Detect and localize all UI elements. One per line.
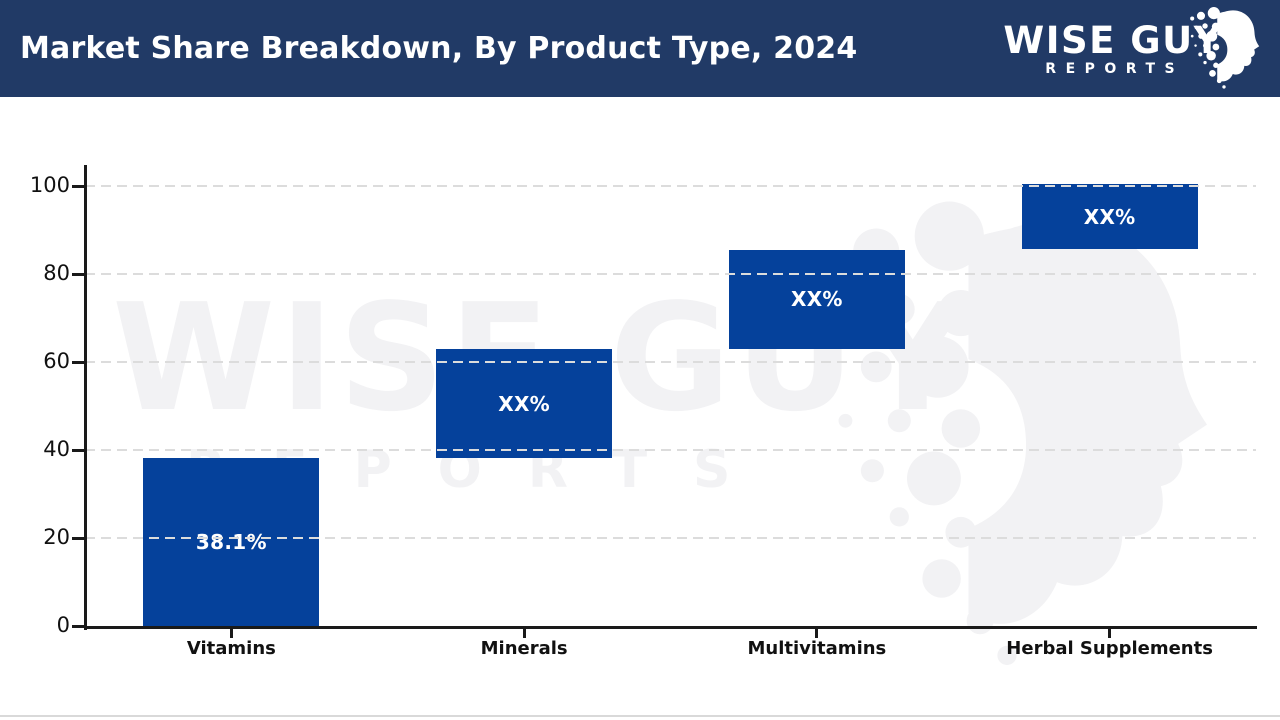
x-axis-line bbox=[84, 626, 1257, 629]
y-tick-60 bbox=[72, 360, 84, 364]
x-tick-vitamins bbox=[229, 629, 233, 638]
y-tick-label-20: 20 bbox=[43, 525, 70, 549]
y-tick-label-100: 100 bbox=[29, 173, 70, 197]
bar-value-label: 38.1% bbox=[195, 530, 267, 555]
y-tick-80 bbox=[72, 272, 84, 276]
x-axis-label-multivitamins: Multivitamins bbox=[747, 638, 887, 659]
gridline-20 bbox=[85, 537, 1256, 539]
gridline-80 bbox=[85, 273, 1256, 275]
header-bar: Market Share Breakdown, By Product Type,… bbox=[0, 0, 1280, 97]
x-axis-label-minerals: Minerals bbox=[480, 638, 568, 659]
chart-plot-area: 0 20 40 60 80 100 38.1% Vitamins XX% Minerals XX% M… bbox=[0, 97, 1280, 717]
brand-logo-text: WISE GUY REPORTS bbox=[1003, 22, 1222, 77]
y-tick-40 bbox=[72, 448, 84, 452]
bar-minerals: XX% bbox=[436, 348, 613, 459]
brand-name: WISE GUY bbox=[1003, 18, 1222, 62]
brand-subname: REPORTS bbox=[1045, 60, 1185, 77]
bar-value-label: XX% bbox=[1083, 204, 1136, 229]
x-axis-label-herbal-supplements: Herbal Supplements bbox=[1006, 638, 1213, 659]
x-tick-herbal-supplements bbox=[1108, 629, 1112, 638]
bar-value-label: XX% bbox=[790, 287, 843, 312]
x-axis-label-vitamins: Vitamins bbox=[186, 638, 276, 659]
brand-logo: WISE GUY REPORTS bbox=[1003, 4, 1272, 94]
y-tick-label-0: 0 bbox=[56, 613, 70, 637]
y-tick-label-60: 60 bbox=[43, 349, 70, 373]
x-tick-multivitamins bbox=[815, 629, 819, 638]
x-tick-minerals bbox=[522, 629, 526, 638]
bar-herbal-supplements: XX% bbox=[1021, 184, 1198, 249]
gridline-100 bbox=[85, 185, 1256, 187]
y-tick-label-40: 40 bbox=[43, 437, 70, 461]
gridline-40 bbox=[85, 449, 1256, 451]
gridline-60 bbox=[85, 361, 1256, 363]
y-tick-100 bbox=[72, 184, 84, 188]
chart-title: Market Share Breakdown, By Product Type,… bbox=[20, 31, 858, 66]
figure-bottom-border bbox=[0, 715, 1280, 717]
y-tick-20 bbox=[72, 536, 84, 540]
bar-value-label: XX% bbox=[498, 391, 551, 416]
y-tick-label-80: 80 bbox=[43, 261, 70, 285]
y-axis-line bbox=[84, 165, 87, 630]
y-tick-0 bbox=[72, 624, 84, 628]
bar-vitamins: 38.1% bbox=[143, 458, 320, 626]
bar-multivitamins: XX% bbox=[728, 249, 905, 349]
